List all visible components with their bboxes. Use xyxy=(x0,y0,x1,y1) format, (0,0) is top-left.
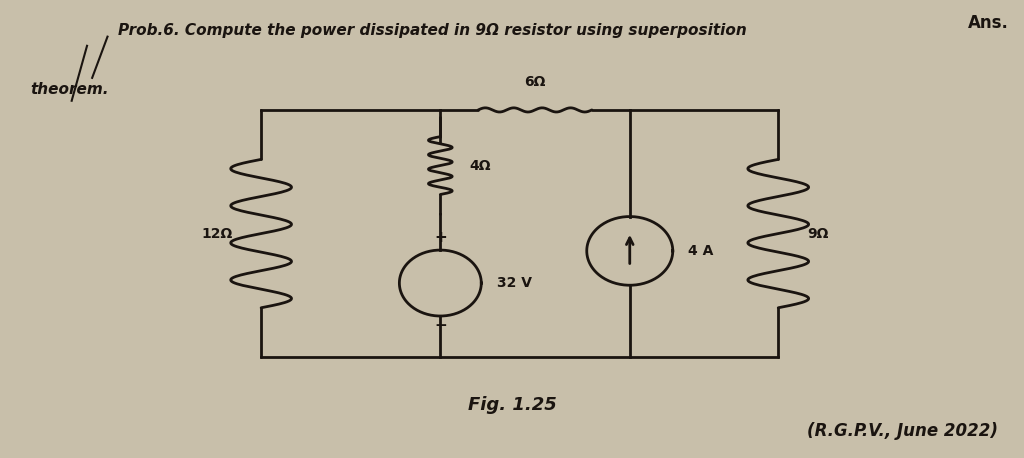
Text: 32 V: 32 V xyxy=(497,276,531,290)
Text: Prob.6. Compute the power dissipated in 9Ω resistor using superposition: Prob.6. Compute the power dissipated in … xyxy=(118,23,746,38)
Text: 12Ω: 12Ω xyxy=(201,227,232,240)
Text: −: − xyxy=(434,318,446,333)
Text: 4 A: 4 A xyxy=(688,244,714,258)
Text: Fig. 1.25: Fig. 1.25 xyxy=(468,396,556,414)
Text: Ans.: Ans. xyxy=(968,14,1009,32)
Text: theorem.: theorem. xyxy=(31,82,110,98)
Text: (R.G.P.V., June 2022): (R.G.P.V., June 2022) xyxy=(807,422,998,440)
Text: 6Ω: 6Ω xyxy=(524,75,546,89)
Text: 9Ω: 9Ω xyxy=(807,227,828,240)
Text: +: + xyxy=(434,230,446,245)
Text: 4Ω: 4Ω xyxy=(469,158,490,173)
